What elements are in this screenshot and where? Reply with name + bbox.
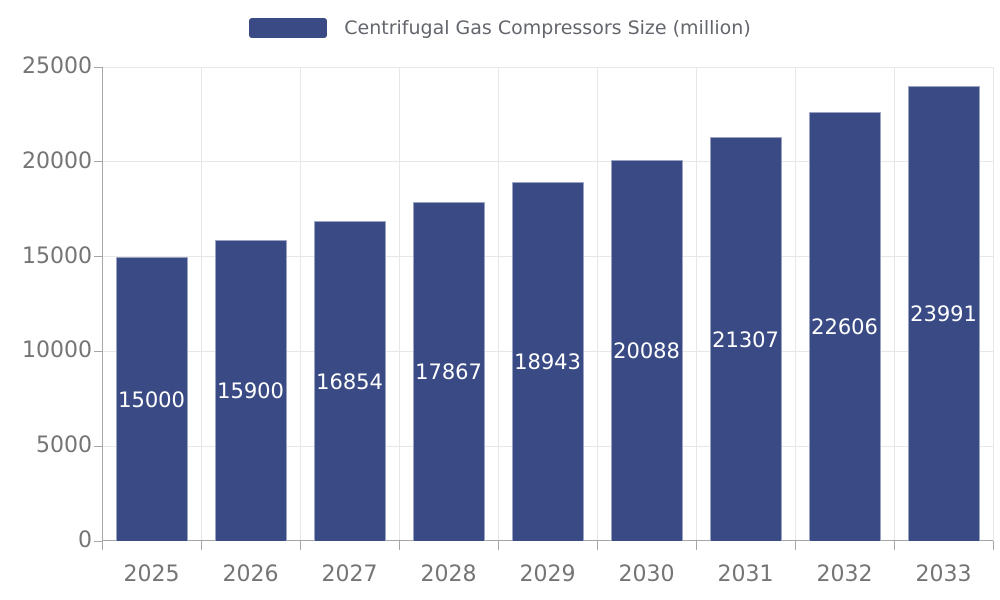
y-axis-tick — [94, 350, 102, 352]
x-axis-tick — [299, 541, 301, 550]
bar-value-label: 15900 — [217, 379, 284, 403]
y-axis-tick — [94, 540, 102, 542]
x-axis-tick-label: 2031 — [717, 562, 774, 587]
x-axis-tick — [893, 541, 895, 550]
bar-value-label: 21307 — [712, 327, 779, 352]
y-axis-tick — [94, 66, 102, 68]
y-axis-tick-label: 10000 — [22, 338, 92, 364]
y-axis-tick-label: 25000 — [22, 54, 92, 79]
x-axis-tick — [794, 541, 796, 550]
bar[interactable]: 16854 — [313, 221, 386, 541]
bar-value-label: 22606 — [811, 315, 878, 339]
bar-value-label: 15000 — [118, 387, 185, 412]
bar[interactable]: 23991 — [907, 86, 980, 541]
gridline-horizontal — [102, 66, 993, 68]
y-axis-tick-label: 15000 — [22, 243, 92, 269]
x-axis-tick — [596, 541, 598, 550]
gridline-vertical — [695, 67, 697, 541]
bar-value-label: 20088 — [613, 339, 680, 363]
gridline-vertical — [893, 67, 895, 541]
x-axis-tick-label: 2033 — [915, 562, 972, 587]
x-axis-tick-label: 2032 — [816, 562, 873, 587]
x-axis-tick-label: 2025 — [123, 562, 180, 587]
gridline-vertical — [398, 67, 400, 541]
gridline-horizontal — [102, 161, 993, 163]
x-axis-tick — [695, 541, 697, 550]
bar[interactable]: 22606 — [808, 112, 881, 541]
x-axis-tick — [101, 541, 103, 550]
bar-value-label: 18943 — [514, 350, 581, 374]
bar[interactable]: 17867 — [412, 202, 485, 541]
x-axis-tick — [398, 541, 400, 550]
bar-value-label: 16854 — [316, 369, 383, 394]
y-axis-tick — [94, 161, 102, 163]
y-axis-tick-label: 5000 — [36, 433, 92, 459]
x-axis-tick-label: 2029 — [519, 562, 576, 587]
y-axis-line — [102, 67, 103, 541]
gridline-vertical — [794, 67, 796, 541]
x-axis-tick — [200, 541, 202, 550]
x-axis-tick-label: 2026 — [222, 562, 279, 587]
gridline-vertical — [200, 67, 202, 541]
bar[interactable]: 20088 — [610, 160, 683, 541]
gridline-vertical — [497, 67, 499, 541]
y-axis-tick — [94, 256, 102, 258]
bar[interactable]: 21307 — [709, 137, 782, 541]
x-axis-tick — [992, 541, 994, 550]
bar[interactable]: 15000 — [115, 257, 188, 541]
x-axis-tick-label: 2028 — [420, 562, 477, 587]
x-axis-tick — [497, 541, 499, 550]
gridline-vertical — [992, 67, 994, 541]
legend[interactable]: Centrifugal Gas Compressors Size (millio… — [0, 16, 1000, 40]
legend-swatch-icon — [249, 18, 328, 38]
bar-value-label: 17867 — [415, 360, 482, 384]
bar-value-label: 23991 — [910, 302, 977, 326]
gridline-vertical — [596, 67, 598, 541]
gridline-vertical — [299, 67, 301, 541]
bar[interactable]: 15900 — [214, 240, 287, 541]
x-axis-tick-label: 2030 — [618, 562, 675, 587]
legend-label: Centrifugal Gas Compressors Size (millio… — [344, 17, 751, 39]
y-axis-tick-label: 0 — [78, 528, 92, 553]
x-axis-tick-label: 2027 — [321, 562, 378, 587]
bar[interactable]: 18943 — [511, 182, 584, 541]
y-axis-tick-label: 20000 — [22, 148, 92, 174]
y-axis-tick — [94, 445, 102, 447]
plot-area: 0 5000 10000 15000 20000 25000 15000 2025 15900 2… — [22, 54, 994, 587]
